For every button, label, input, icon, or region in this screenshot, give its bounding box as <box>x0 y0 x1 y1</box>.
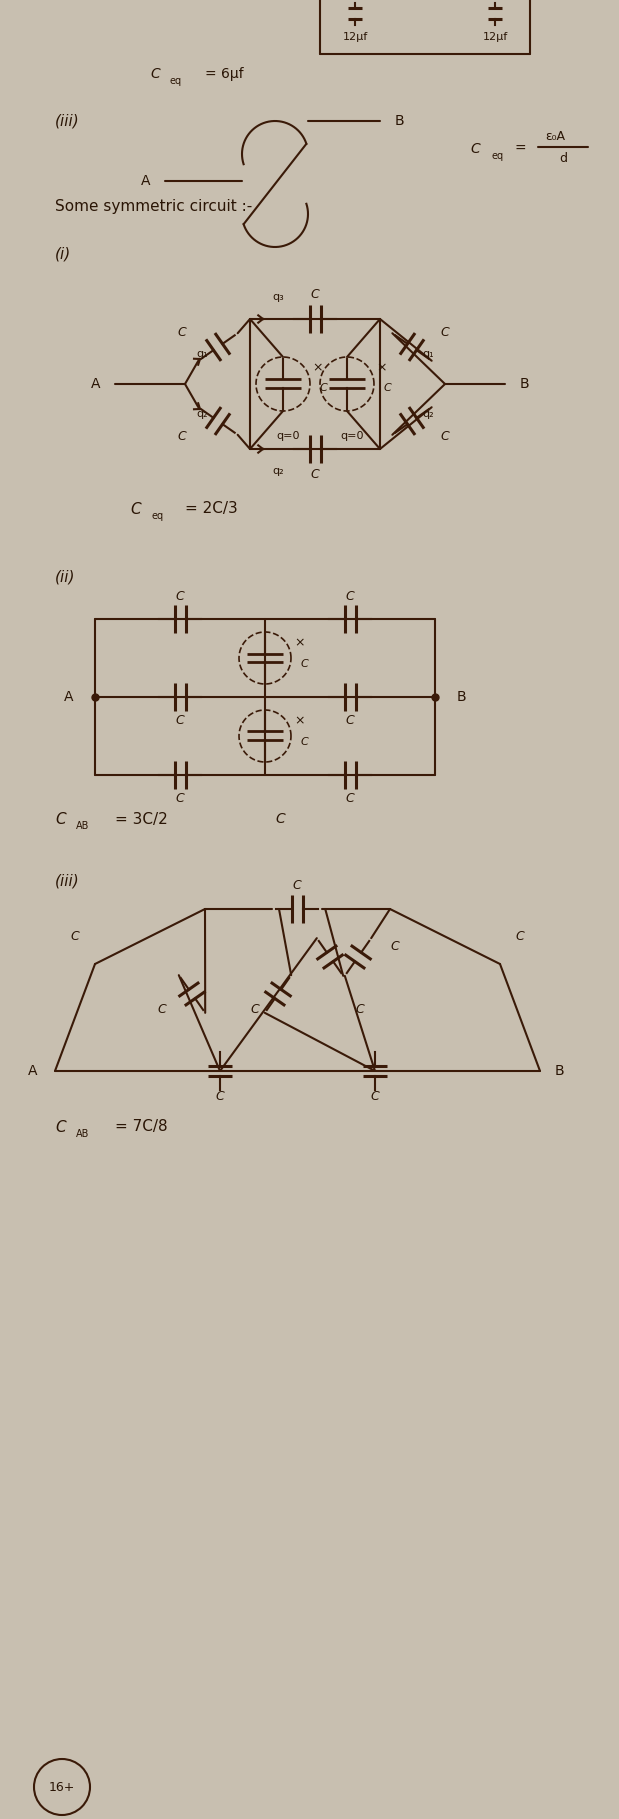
Text: q₂: q₂ <box>422 409 434 418</box>
Text: C: C <box>251 1002 259 1015</box>
Text: C: C <box>158 1002 167 1015</box>
Text: ×: × <box>313 362 323 375</box>
Text: A: A <box>64 689 73 704</box>
Text: C: C <box>311 467 319 480</box>
Text: q₃: q₃ <box>272 293 284 302</box>
Text: C: C <box>516 930 524 942</box>
Text: C: C <box>441 429 449 442</box>
Text: 12μf: 12μf <box>342 33 368 42</box>
Text: C: C <box>176 589 184 602</box>
Text: eq: eq <box>152 511 164 520</box>
Text: q₂: q₂ <box>272 466 284 477</box>
Text: 12μf: 12μf <box>482 33 508 42</box>
Text: =: = <box>515 142 527 156</box>
Text: ×: × <box>377 362 387 375</box>
Text: C: C <box>130 502 141 517</box>
Text: 16+: 16+ <box>49 1781 75 1794</box>
Text: ×: × <box>295 637 305 649</box>
Text: C: C <box>470 142 480 156</box>
Text: C: C <box>293 879 301 891</box>
Text: C: C <box>150 67 160 82</box>
Text: A: A <box>141 175 150 187</box>
Text: (iii): (iii) <box>55 873 80 888</box>
Text: C: C <box>71 930 79 942</box>
Text: B: B <box>555 1064 565 1079</box>
Text: ×: × <box>295 715 305 728</box>
Text: C: C <box>345 791 354 804</box>
Text: A: A <box>90 377 100 391</box>
Text: C: C <box>300 737 308 748</box>
Text: C: C <box>300 658 308 669</box>
Text: B: B <box>395 115 405 127</box>
Text: C: C <box>319 384 327 393</box>
Text: (iii): (iii) <box>55 113 80 129</box>
Text: d: d <box>559 153 567 166</box>
Text: eq: eq <box>170 76 182 85</box>
Text: C: C <box>178 326 186 338</box>
Text: C: C <box>345 589 354 602</box>
Text: ε₀A: ε₀A <box>545 131 565 144</box>
Text: = 3C/2: = 3C/2 <box>115 811 168 826</box>
Text: C: C <box>178 429 186 442</box>
Text: = 2C/3: = 2C/3 <box>185 502 238 517</box>
Text: C: C <box>215 1091 224 1104</box>
Text: q₁: q₁ <box>196 349 208 358</box>
Text: C: C <box>391 940 399 953</box>
Text: C: C <box>55 1119 66 1135</box>
Text: C: C <box>371 1091 379 1104</box>
Text: q=0: q=0 <box>276 431 300 440</box>
Text: (i): (i) <box>55 247 71 262</box>
Text: AB: AB <box>76 1130 89 1139</box>
Text: Some symmetric circuit :-: Some symmetric circuit :- <box>55 198 253 213</box>
Text: B: B <box>520 377 530 391</box>
Text: C: C <box>176 791 184 804</box>
Text: C: C <box>345 713 354 726</box>
Text: q₂: q₂ <box>196 409 208 418</box>
Text: C: C <box>311 287 319 300</box>
Text: = 7C/8: = 7C/8 <box>115 1119 168 1135</box>
Text: A: A <box>27 1064 37 1079</box>
Text: C: C <box>356 1002 365 1015</box>
Text: C: C <box>176 713 184 726</box>
Text: eq: eq <box>492 151 504 162</box>
Text: (ii): (ii) <box>55 569 76 584</box>
Text: B: B <box>457 689 467 704</box>
Text: C: C <box>275 811 285 826</box>
Text: C: C <box>441 326 449 338</box>
Text: q₁: q₁ <box>422 349 434 358</box>
Text: C: C <box>55 811 66 826</box>
Text: q=0: q=0 <box>340 431 364 440</box>
Text: C: C <box>383 384 391 393</box>
Text: = 6μf: = 6μf <box>205 67 244 82</box>
Text: AB: AB <box>76 820 89 831</box>
